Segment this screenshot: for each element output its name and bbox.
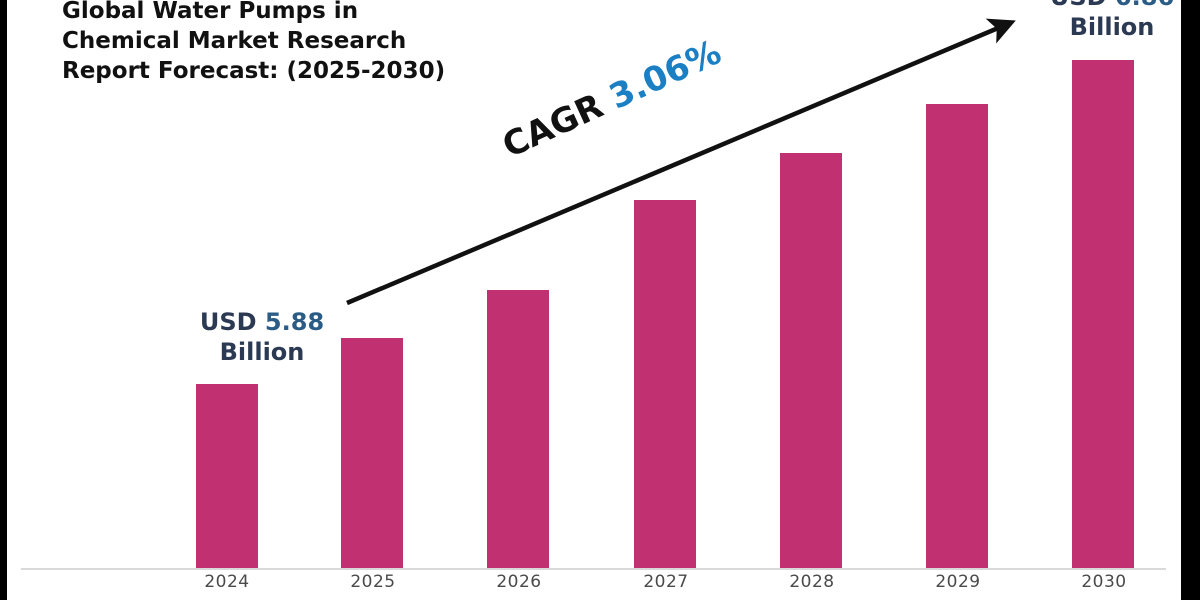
bar-2024 (196, 384, 258, 568)
bar-2025 (341, 338, 403, 568)
end-value-prefix: USD (1050, 0, 1107, 11)
end-value-amount: 6.86 (1115, 0, 1174, 11)
plot-area: Global Water Pumps in Chemical Market Re… (7, 0, 1181, 600)
start-value-callout: USD 5.88 Billion (167, 307, 357, 367)
right-border-rail (1181, 0, 1200, 600)
x-tick-2025: 2025 (350, 572, 396, 592)
x-tick-2030: 2030 (1081, 572, 1127, 592)
x-tick-2026: 2026 (496, 572, 542, 592)
bar-2030 (1072, 60, 1134, 568)
start-value-prefix: USD (199, 308, 257, 336)
start-value-unit: Billion (219, 338, 305, 366)
end-value-unit: Billion (1069, 13, 1155, 41)
start-value-amount: 5.88 (264, 308, 325, 336)
bar-2029 (926, 104, 988, 568)
x-tick-2029: 2029 (935, 572, 981, 592)
x-tick-2027: 2027 (643, 572, 689, 592)
bar-2026 (487, 290, 549, 568)
bar-2028 (780, 153, 842, 568)
x-tick-2024: 2024 (204, 572, 250, 592)
left-border-rail (0, 0, 7, 600)
bar-2027 (634, 200, 696, 568)
x-tick-2028: 2028 (789, 572, 835, 592)
bar-series (7, 0, 1181, 600)
x-axis-line (21, 568, 1166, 570)
end-value-callout: USD 6.86 Billion (1017, 0, 1200, 42)
